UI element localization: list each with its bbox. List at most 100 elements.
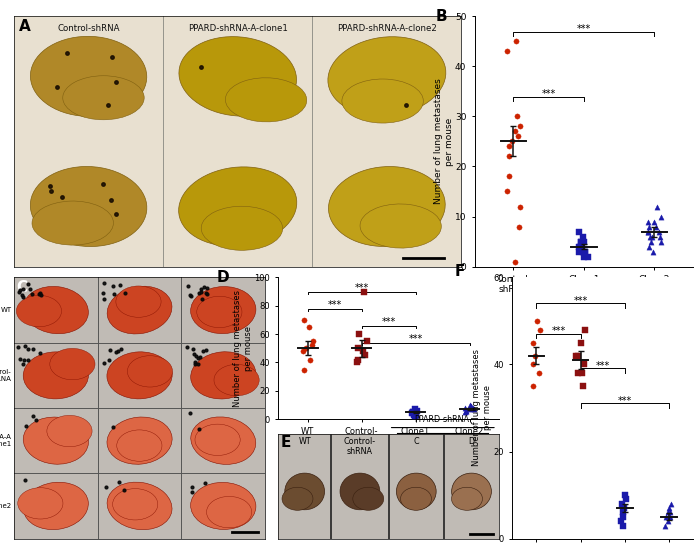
Point — [360, 351, 371, 360]
Point — [514, 202, 526, 211]
Point — [666, 499, 677, 508]
Point — [298, 316, 309, 324]
Text: PPARD-shRNA-A-clone1: PPARD-shRNA-A-clone1 — [188, 24, 288, 33]
Point — [510, 257, 521, 266]
Point — [465, 405, 476, 413]
Ellipse shape — [50, 348, 95, 380]
Point — [410, 412, 421, 421]
Point — [530, 351, 541, 360]
Point — [461, 406, 472, 415]
Ellipse shape — [117, 430, 162, 461]
Point — [464, 400, 475, 409]
Text: WT: WT — [1, 307, 11, 313]
Point — [643, 222, 655, 231]
Text: ***: *** — [542, 89, 556, 99]
Point — [617, 512, 629, 521]
Point — [353, 355, 364, 364]
Text: D: D — [468, 437, 475, 446]
Point — [580, 247, 591, 256]
Ellipse shape — [127, 356, 172, 387]
Ellipse shape — [190, 287, 256, 333]
Text: Control-
shRNA: Control- shRNA — [344, 437, 376, 456]
Point — [654, 232, 666, 241]
Text: ***: *** — [617, 395, 632, 406]
Point — [465, 402, 476, 411]
Y-axis label: Number of lung metastases
per mouse: Number of lung metastases per mouse — [233, 290, 253, 407]
Ellipse shape — [107, 352, 172, 399]
Point — [664, 504, 675, 512]
Ellipse shape — [190, 352, 256, 399]
Point — [503, 172, 514, 181]
Ellipse shape — [178, 167, 297, 246]
Point — [662, 508, 673, 517]
Point — [655, 212, 666, 221]
Point — [618, 504, 629, 512]
Point — [411, 406, 422, 415]
Point — [408, 409, 419, 418]
Point — [406, 409, 417, 418]
Point — [578, 237, 589, 246]
Ellipse shape — [400, 487, 431, 510]
Text: ***: *** — [552, 326, 566, 336]
Point — [617, 508, 629, 517]
Point — [459, 407, 470, 416]
Point — [574, 242, 585, 251]
Point — [527, 382, 538, 391]
Point — [459, 404, 470, 412]
Point — [576, 338, 587, 347]
Point — [616, 517, 627, 526]
Point — [620, 495, 631, 504]
Point — [643, 242, 655, 251]
Text: PPARD-shRNA-A: PPARD-shRNA-A — [412, 442, 473, 452]
Point — [579, 252, 590, 261]
Point — [353, 344, 364, 353]
Ellipse shape — [206, 497, 252, 528]
Text: ***: *** — [573, 295, 588, 306]
Point — [650, 222, 662, 231]
Point — [461, 406, 472, 415]
Point — [649, 217, 660, 226]
Point — [651, 202, 662, 211]
Text: ***: *** — [409, 334, 423, 344]
Point — [301, 344, 312, 353]
Ellipse shape — [340, 473, 380, 510]
Point — [510, 127, 521, 136]
Point — [532, 317, 543, 325]
Ellipse shape — [116, 286, 161, 317]
Y-axis label: Number of lung metastases
per mouse: Number of lung metastases per mouse — [434, 78, 454, 205]
Ellipse shape — [201, 206, 283, 250]
Ellipse shape — [23, 352, 88, 399]
Point — [573, 227, 584, 236]
Point — [535, 325, 546, 334]
Point — [663, 517, 674, 526]
Text: PPARD-shRNA-A
Clone1: PPARD-shRNA-A Clone1 — [0, 434, 11, 447]
Point — [351, 358, 362, 367]
Point — [514, 122, 526, 131]
Text: PPARD-shRNA-A: PPARD-shRNA-A — [589, 308, 650, 317]
Point — [303, 323, 314, 331]
Ellipse shape — [63, 76, 144, 120]
Point — [467, 404, 478, 412]
Point — [575, 242, 587, 251]
Ellipse shape — [285, 473, 325, 510]
Point — [653, 227, 664, 236]
Point — [642, 227, 653, 236]
Point — [511, 112, 522, 121]
Ellipse shape — [47, 416, 92, 447]
Point — [645, 237, 657, 246]
Ellipse shape — [452, 473, 491, 510]
Text: ***: *** — [355, 283, 369, 293]
Point — [648, 247, 659, 256]
Point — [304, 355, 316, 364]
Point — [646, 232, 657, 241]
Text: WT: WT — [298, 437, 311, 446]
Text: Control-
shRNA: Control- shRNA — [0, 369, 11, 382]
Point — [576, 242, 587, 251]
Point — [408, 407, 419, 416]
Text: ***: *** — [577, 24, 591, 34]
Point — [572, 369, 583, 378]
Point — [408, 407, 419, 416]
Ellipse shape — [16, 295, 62, 327]
Point — [578, 382, 589, 391]
Ellipse shape — [23, 417, 88, 464]
